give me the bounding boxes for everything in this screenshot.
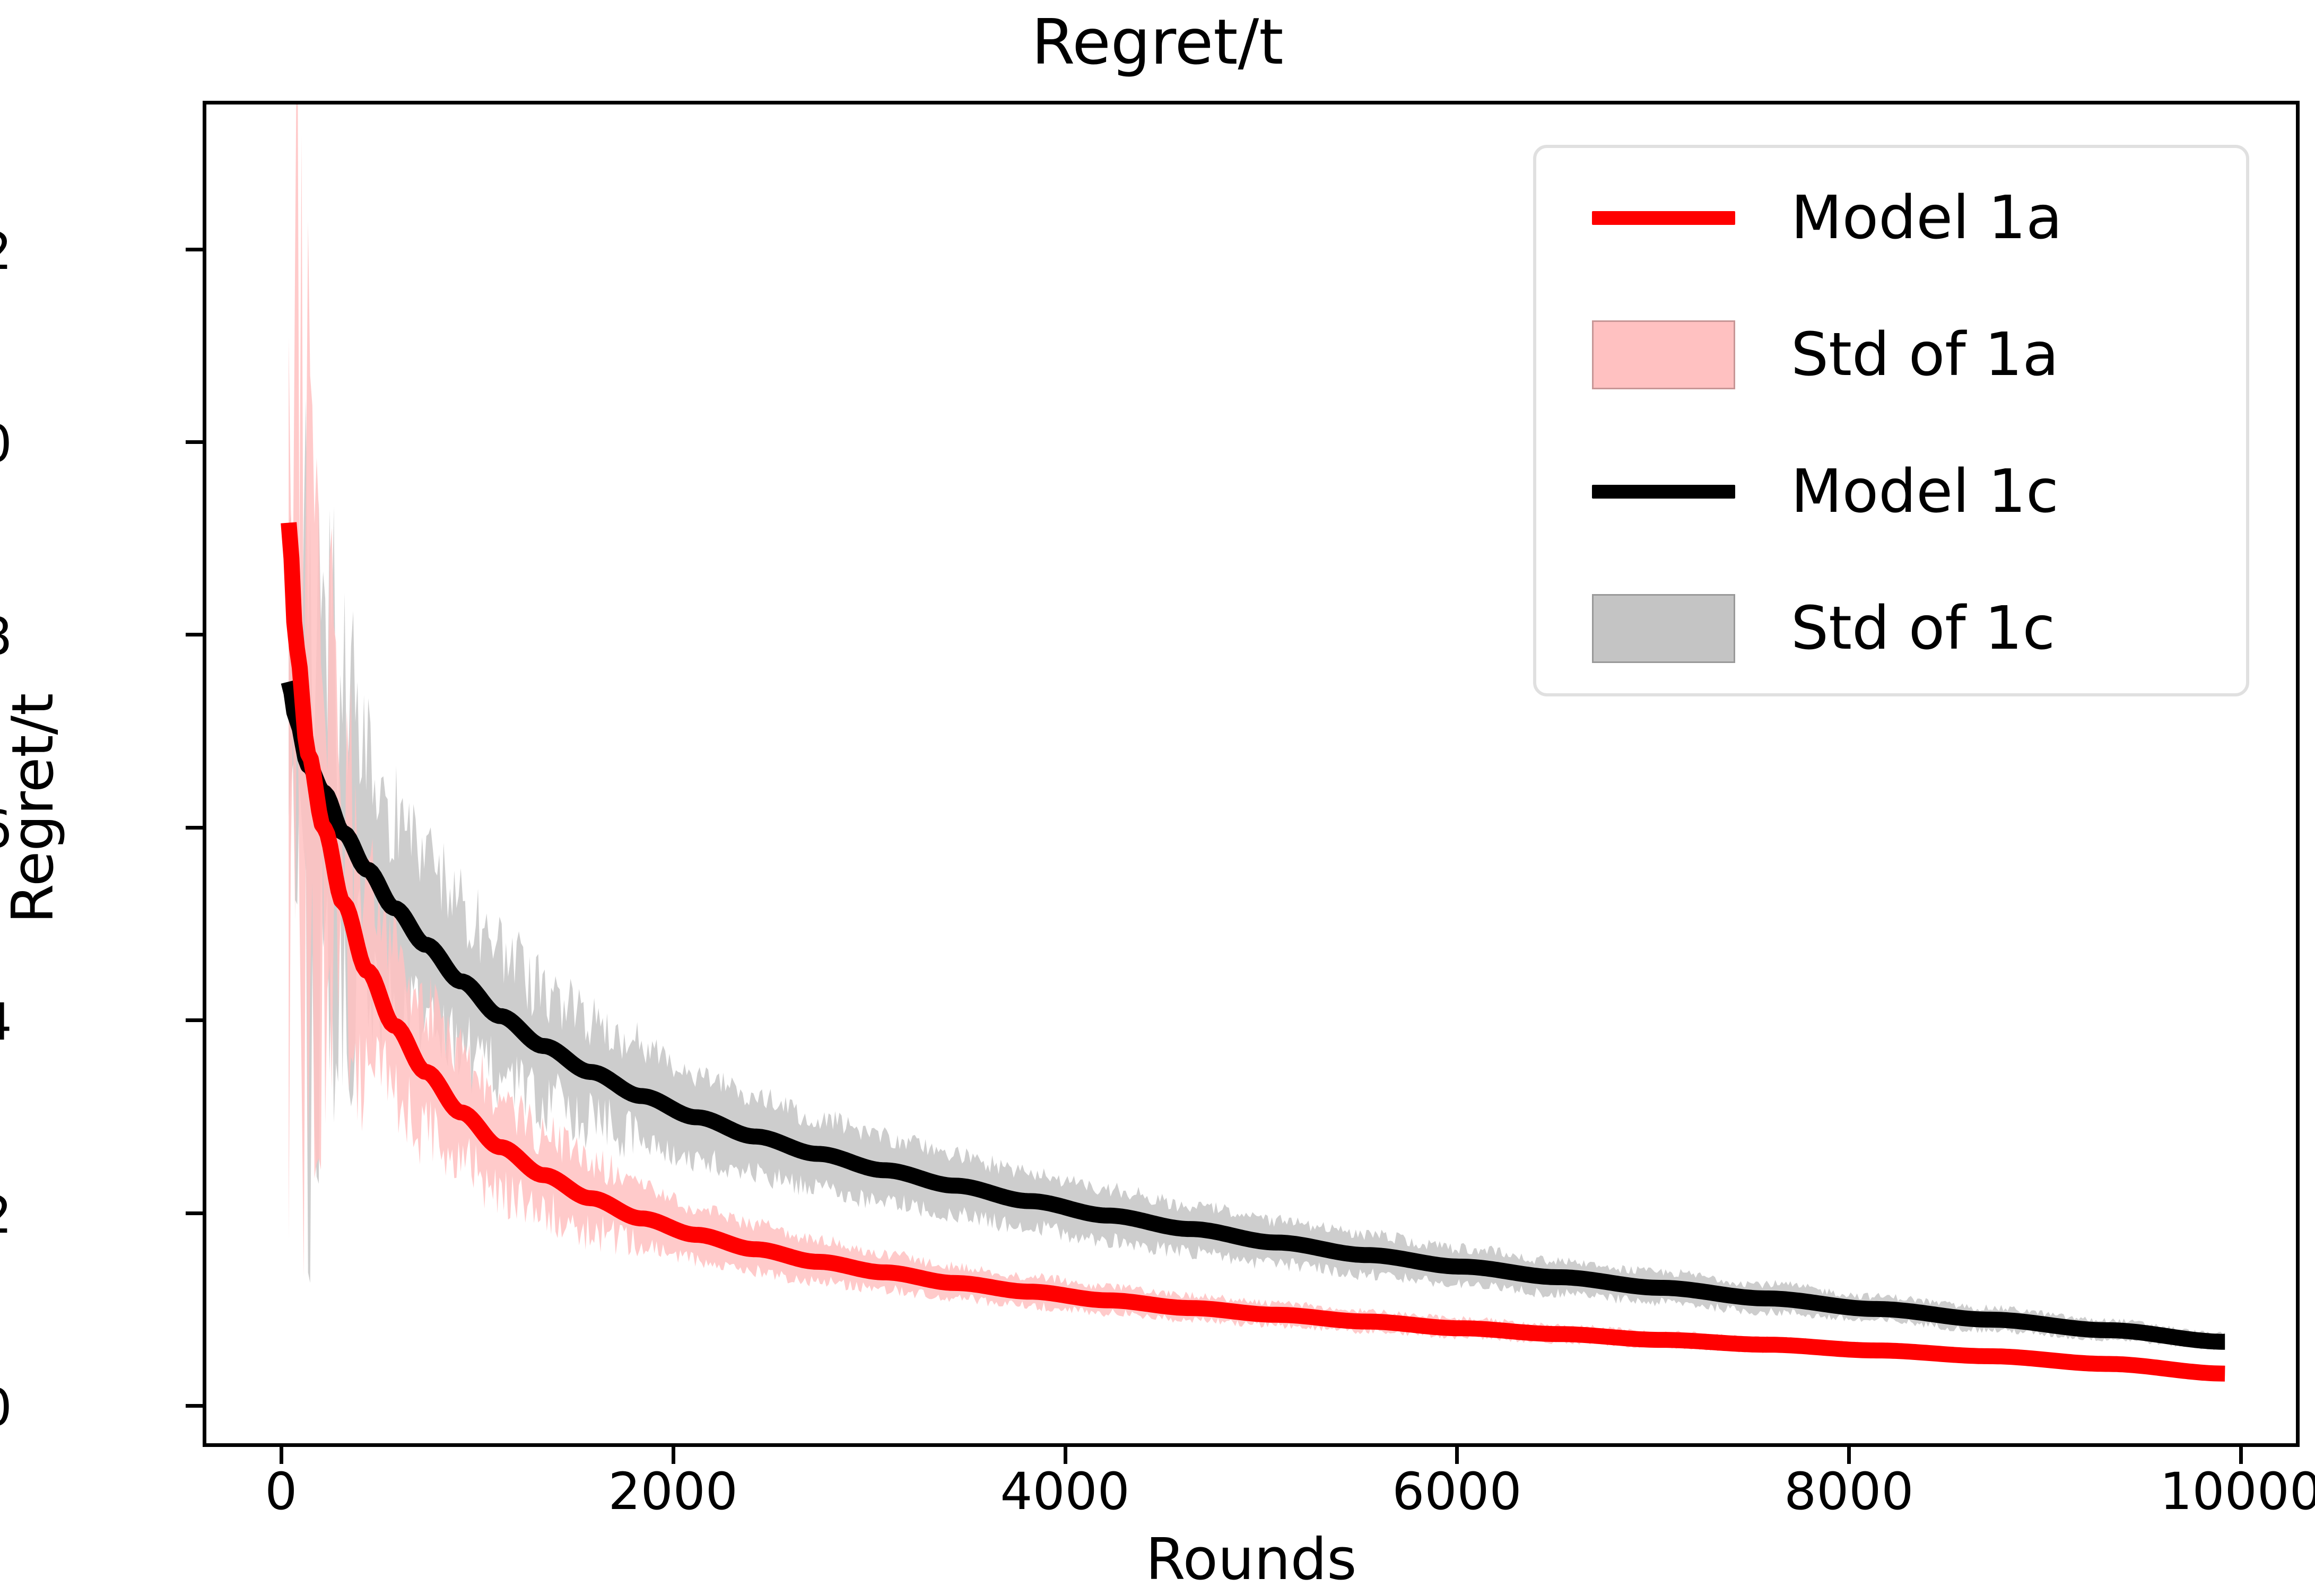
y-tick-label: 0.06 [0,800,12,859]
legend-label: Std of 1a [1791,320,2059,389]
legend-item[interactable]: Model 1c [1536,423,2252,561]
std-band-std-of-1c [289,398,2225,1350]
legend-swatch [1557,485,1770,499]
legend-item[interactable]: Std of 1a [1536,286,2252,424]
legend-line-icon [1592,211,1735,225]
y-tick-mark [186,825,203,830]
y-tick-mark [186,1211,203,1215]
x-tick-mark [671,1447,675,1464]
legend[interactable]: Model 1a Std of 1a Model 1c Std of 1c [1533,145,2249,696]
y-tick-mark [186,1403,203,1408]
y-tick-label: 0.10 [0,414,12,474]
y-tick-label: 0.00 [0,1378,12,1437]
legend-swatch [1557,320,1770,389]
legend-label: Model 1a [1791,184,2062,252]
y-tick-mark [186,1018,203,1023]
x-tick-mark [1847,1447,1851,1464]
x-tick-label: 0 [265,1462,298,1521]
x-tick-label: 10000 [2160,1462,2315,1521]
legend-swatch [1557,594,1770,663]
x-tick-mark [1455,1447,1459,1464]
y-tick-label: 0.08 [0,607,12,666]
legend-label: Std of 1c [1791,594,2056,663]
y-tick-mark [186,633,203,637]
x-tick-label: 8000 [1784,1462,1914,1521]
x-tick-mark [2239,1447,2243,1464]
legend-item[interactable]: Std of 1c [1536,560,2252,697]
x-tick-label: 4000 [1000,1462,1130,1521]
line-model-1c [281,679,2230,1350]
y-tick-label: 0.04 [0,992,12,1052]
legend-line-icon [1592,485,1735,499]
chart-title: Regret/t [1031,5,1284,79]
x-tick-label: 2000 [608,1462,738,1521]
line-model-1a [281,522,2230,1382]
legend-swatch [1557,211,1770,225]
y-tick-label: 0.12 [0,222,12,281]
legend-patch-icon [1592,320,1735,389]
y-tick-mark [186,247,203,251]
x-tick-mark [279,1447,283,1464]
y-tick-mark [186,440,203,444]
x-tick-mark [1063,1447,1067,1464]
x-axis-label: Rounds [1145,1527,1357,1593]
legend-label: Model 1c [1791,457,2059,526]
y-tick-label: 0.02 [0,1185,12,1245]
legend-item[interactable]: Model 1a [1536,149,2252,287]
legend-patch-icon [1592,594,1735,663]
chart-canvas [281,104,2230,1382]
x-tick-label: 6000 [1392,1462,1522,1521]
